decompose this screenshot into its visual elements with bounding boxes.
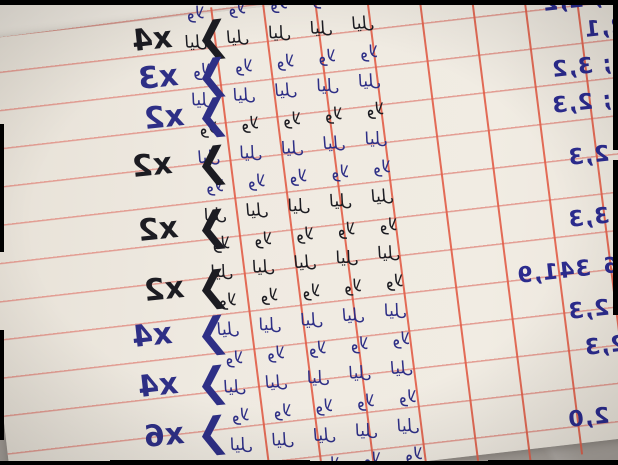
tally-mark: ولا [350,336,369,355]
tally-mark: ليل [267,24,292,44]
tally-mark: ولا [314,397,334,418]
tally-mark: ولا [273,402,292,422]
tally-mark: ليل [280,139,305,159]
tally-mark: ولا [359,43,379,63]
letterbox-bar-left-2 [0,330,4,440]
tally-mark: ليل [264,373,289,394]
value-row-6: 28.6369; 2,3 [566,281,618,325]
entry-amount: 341,9 [515,256,593,289]
tally-mark: ليل [286,196,311,217]
entry-amount: 286; 2,3 [549,82,618,119]
tally-mark: ولا [295,225,315,245]
value-row-8: 26.9331; 2,0 [566,389,618,433]
tally-mark: ولا [266,345,286,365]
entry-amount: 141; 3,2 [549,46,618,83]
tally-mark: ليل [312,426,337,447]
tally-mark: ليل [354,422,379,442]
grouping-brace-icon: ❯ [193,408,232,458]
tally-mark: ليل [273,81,299,102]
value-row-5: 5.6341,9 [515,250,618,289]
multiplier-label-x2: x2 [142,269,186,310]
tally-mark: ليل [292,253,318,274]
tally-mark: ولا [317,47,337,68]
tally-mark: ليل [328,191,353,212]
tally-mark: ولا [288,167,308,188]
grouping-brace-icon: ❯ [193,262,232,312]
multiplier-label-x4: x4 [130,19,174,60]
tally-mark: ولا [275,52,295,73]
letterbox-bar-right-2 [613,160,618,315]
tally-mark: ليل [350,14,376,35]
tally-mark: ولا [355,392,376,413]
tally-mark: ولا [282,110,302,130]
grouping-brace-icon: ❯ [193,358,232,408]
multiplier-label-x2: x2 [130,145,174,186]
value-row-3: 13.3528; 2,3 [566,127,618,171]
tally-mark: ليل [363,130,388,150]
multiplier-label-x4: x4 [130,315,174,356]
tally-mark: ولا [336,220,357,240]
multiplier-label-x4: x4 [136,365,180,406]
tally-mark: ولا [301,283,321,303]
multiplier-label-x6: x6 [142,415,186,456]
letterbox-bar-right-1 [613,0,618,150]
entry-amount: 382; 3,3 [566,196,618,233]
grouping-brace-icon: ❯ [193,202,232,252]
tally-mark: ولا [307,340,328,360]
tally-mark: ليل [321,134,347,154]
tally-mark: ليل [270,431,296,451]
letterbox-bar-bottom-left [110,460,310,465]
grouping-brace-icon: ❯ [193,90,232,140]
tally-mark: ليل [335,249,360,269]
grouping-brace-icon: ❯ [193,308,232,358]
letterbox-bar-top [0,0,618,5]
tally-mark: ليل [315,77,340,97]
tally-mark: ولا [324,105,344,125]
tally-mark: ليل [306,369,331,389]
tally-mark: ولا [365,100,385,121]
multiplier-label-x3: x3 [136,57,180,98]
grouping-brace-icon: ❯ [193,138,232,188]
multiplier-label-x2: x2 [136,209,180,250]
tally-mark: ولا [330,163,350,183]
entry-amount: 286; 2,3 [582,324,618,361]
letterbox-bar-left-1 [0,124,4,252]
entry-amount: 331; 2,0 [566,396,618,433]
tally-mark: ولا [343,278,363,298]
value-row-4: 93.4382; 3,3 [566,189,618,233]
multiplier-label-x2: x2 [142,97,186,138]
multiplier-label-column: x4 ❯ x3 ❯ x2 ❯ x2 ❯ x2 ❯ x2 ❯ x4 ❯ x4 ❯ x6 ❯ [118,0,248,465]
tally-mark: ليل [347,364,373,384]
letterbox-bar-bottom-right [488,460,618,465]
tally-mark: ليل [309,19,334,39]
tally-mark: ليل [299,311,324,332]
entry-amount: 528; 2,3 [566,134,618,171]
entry-amount: 369; 2,3 [566,288,618,325]
tally-mark: ليل [341,306,366,327]
tally-mark: ليل [357,72,382,92]
